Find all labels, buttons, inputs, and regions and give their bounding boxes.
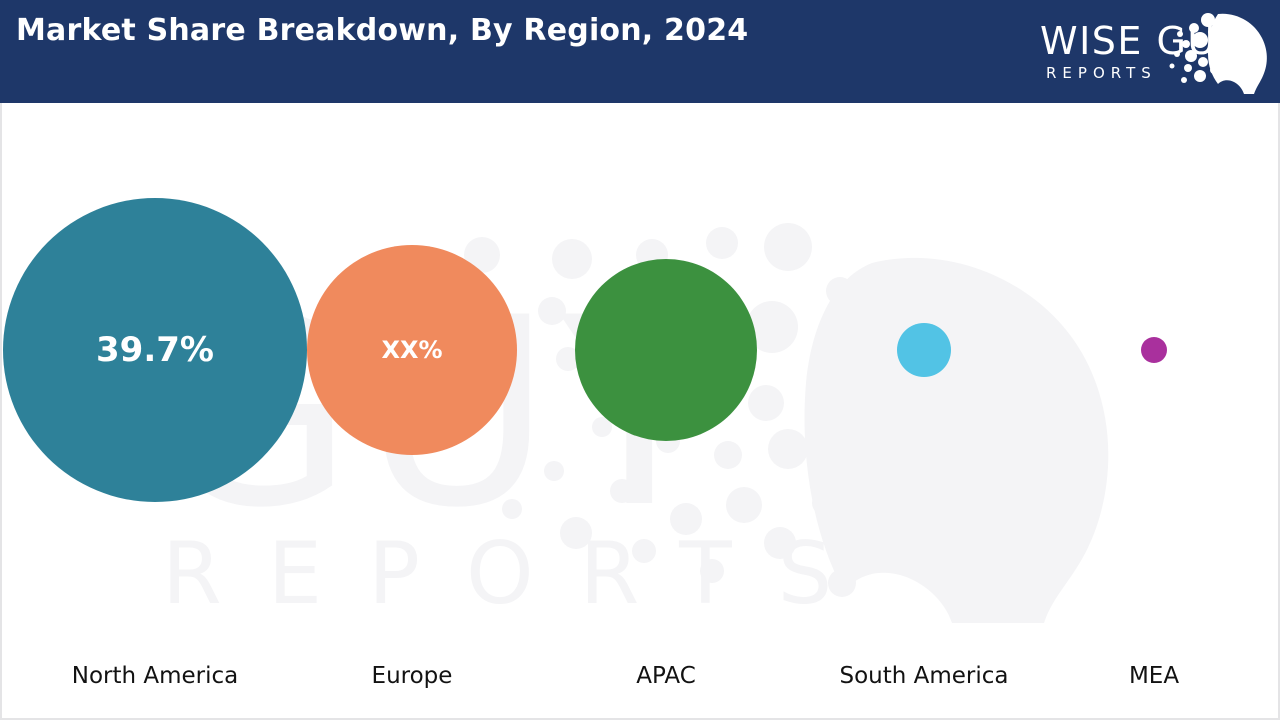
bubble-apac[interactable] (575, 259, 757, 441)
category-label-apac: APAC (636, 663, 696, 689)
bubble-europe[interactable]: XX% (307, 245, 517, 455)
bubble-south-america[interactable] (897, 323, 951, 377)
category-axis-labels: North America Europe APAC South America … (2, 103, 1278, 718)
category-label-europe: Europe (371, 663, 453, 689)
logo-text-reports: REPORTS (1046, 64, 1157, 82)
chart-canvas: GUY REPORTS (0, 103, 1280, 720)
page-title: Market Share Breakdown, By Region, 2024 (16, 13, 749, 48)
header-bar: Market Share Breakdown, By Region, 2024 … (0, 0, 1280, 103)
bubble-series: 39.7% XX% (2, 103, 1278, 718)
logo-head-dots (1169, 13, 1267, 94)
bubble-mea[interactable] (1141, 337, 1167, 363)
wise-guy-reports-logo: WISE GUY REPORTS (1022, 6, 1272, 98)
category-label-south-america: South America (839, 663, 1009, 689)
bubble-value-north-america: 39.7% (96, 330, 214, 370)
bubble-value-europe: XX% (381, 336, 443, 364)
category-label-mea: MEA (1128, 663, 1180, 689)
bubble-north-america[interactable]: 39.7% (3, 198, 307, 502)
category-label-north-america: North America (71, 663, 239, 689)
